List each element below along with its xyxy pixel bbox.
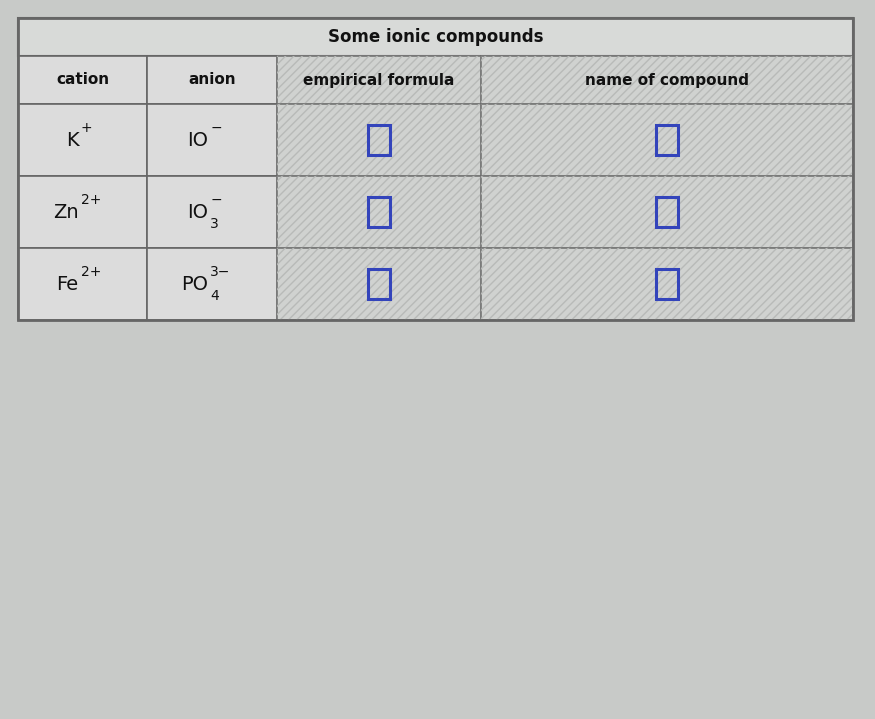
Text: −: −: [210, 121, 221, 135]
Text: −: −: [210, 193, 221, 207]
Bar: [481, 176, 853, 248]
Bar: [276, 176, 481, 248]
Text: K: K: [66, 131, 79, 150]
Text: PO: PO: [181, 275, 208, 293]
Text: Zn: Zn: [53, 203, 79, 221]
Text: Fe: Fe: [57, 275, 79, 293]
Bar: [18, 18, 853, 56]
Bar: [276, 248, 481, 320]
Bar: [276, 104, 481, 176]
Text: 2+: 2+: [80, 265, 102, 279]
Bar: [481, 104, 853, 176]
Bar: [368, 125, 390, 155]
Bar: [481, 56, 853, 104]
Bar: [147, 104, 276, 176]
Bar: [656, 269, 678, 299]
Text: name of compound: name of compound: [585, 73, 749, 88]
Bar: [18, 18, 853, 320]
Bar: [276, 248, 481, 320]
Bar: [481, 248, 853, 320]
Bar: [368, 269, 390, 299]
Text: 3: 3: [210, 217, 219, 231]
Text: 4: 4: [210, 289, 219, 303]
Bar: [481, 176, 853, 248]
Bar: [368, 197, 390, 227]
Bar: [481, 248, 853, 320]
Bar: [18, 104, 147, 176]
Text: anion: anion: [188, 73, 236, 88]
Bar: [18, 176, 147, 248]
Bar: [147, 248, 276, 320]
Text: 3−: 3−: [210, 265, 230, 279]
Text: IO: IO: [187, 203, 208, 221]
Text: cation: cation: [56, 73, 109, 88]
Bar: [276, 56, 481, 104]
Text: +: +: [80, 121, 93, 135]
Text: IO: IO: [187, 131, 208, 150]
Bar: [481, 104, 853, 176]
Bar: [276, 56, 481, 104]
Bar: [276, 104, 481, 176]
Bar: [18, 56, 147, 104]
Bar: [147, 176, 276, 248]
Bar: [656, 125, 678, 155]
Bar: [481, 56, 853, 104]
Text: 2+: 2+: [80, 193, 102, 207]
Bar: [656, 197, 678, 227]
Bar: [276, 176, 481, 248]
Text: empirical formula: empirical formula: [304, 73, 455, 88]
Bar: [147, 56, 276, 104]
Text: Some ionic compounds: Some ionic compounds: [328, 28, 543, 46]
Bar: [18, 248, 147, 320]
